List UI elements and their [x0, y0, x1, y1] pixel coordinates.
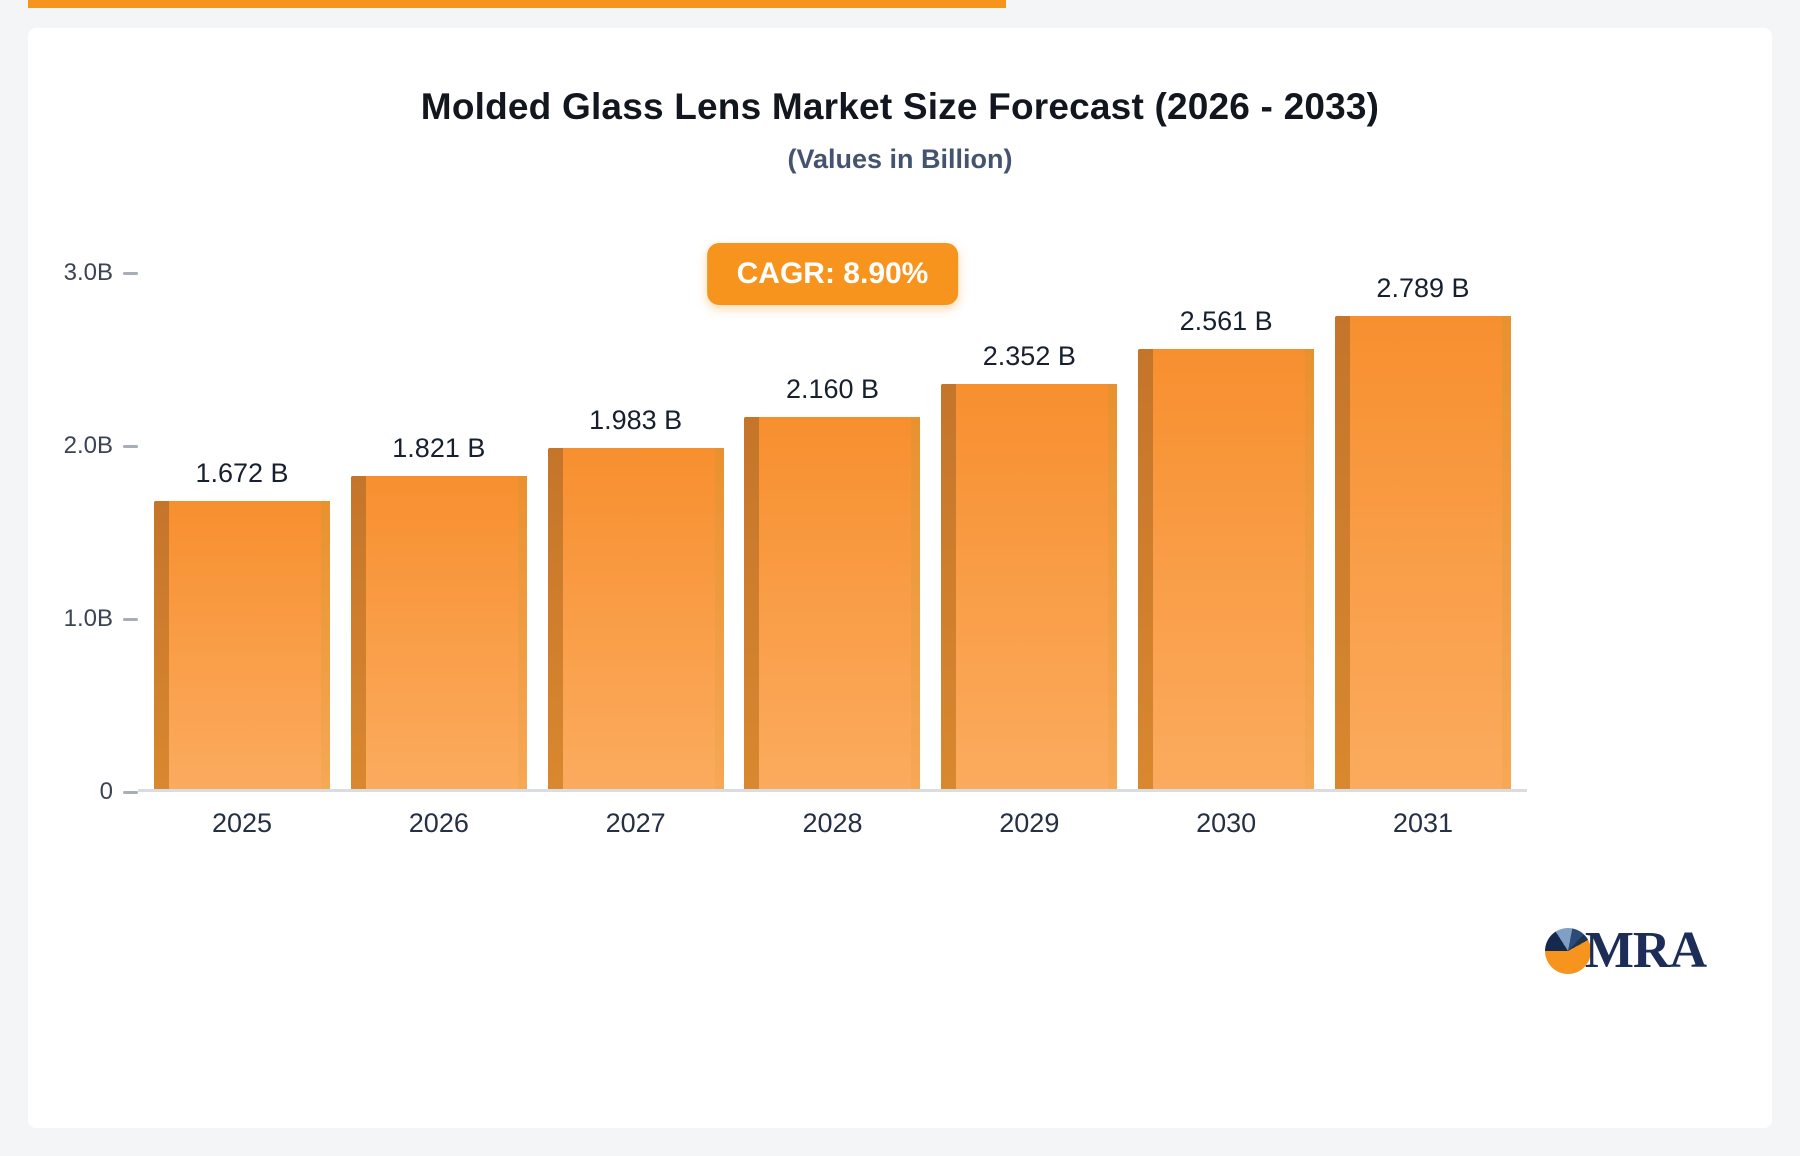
y-tick-label: 3.0B: [63, 259, 113, 286]
bar: [154, 501, 330, 789]
x-axis-labels: 2025 2026 2027 2028 2029 2030 2031: [138, 808, 1527, 844]
bar-column: 1.983 B: [547, 273, 724, 790]
x-axis-label: 2025: [211, 808, 273, 838]
bar-column: 2.561 B: [1138, 273, 1315, 790]
y-tick: 1.0B: [64, 605, 138, 633]
bar: [1138, 348, 1315, 790]
bar-column: 2.789 B: [1334, 273, 1511, 789]
bar-value-label: 1.983 B: [589, 404, 683, 435]
bar-value-label: 1.672 B: [195, 458, 289, 489]
y-tick-label: 0: [99, 778, 113, 805]
x-axis-label: 2029: [999, 808, 1060, 838]
bar: [1334, 316, 1511, 789]
chart-title: Molded Glass Lens Market Size Forecast (…: [420, 86, 1380, 127]
chart-area: 0 1.0B 2.0B 3.0B CAGR: 8.90% 1.672 B 1.821 B…: [58, 243, 1527, 844]
y-tick-mark: [123, 790, 138, 794]
x-axis-label: 2030: [1196, 808, 1257, 838]
y-tick-label: 2.0B: [63, 432, 113, 459]
y-tick: 3.0B: [64, 259, 138, 287]
y-axis: 0 1.0B 2.0B 3.0B: [58, 259, 138, 805]
bar-value-label: 2.160 B: [785, 374, 880, 405]
bar-value-label: 2.561 B: [1179, 305, 1273, 336]
mra-logo-text: MRA: [1584, 922, 1707, 979]
y-tick-mark: [123, 444, 138, 448]
y-tick: 2.0B: [64, 432, 138, 460]
bar-column: 2.352 B: [941, 273, 1118, 789]
y-tick: 0: [100, 778, 138, 806]
mra-logo: MRA: [1544, 921, 1707, 980]
top-accent-bar: [28, 0, 1006, 8]
bars-row: 1.672 B 1.821 B 1.983 B 2.160 B 2.352 B 2.561…: [138, 273, 1527, 790]
bar-value-label: 2.789 B: [1376, 273, 1470, 303]
bar-column: 2.160 B: [744, 273, 921, 789]
bar: [547, 447, 724, 790]
y-tick-mark: [123, 271, 138, 275]
x-axis-label: 2026: [408, 808, 469, 838]
bar-value-label: 1.821 B: [392, 432, 486, 463]
bar-column: 1.821 B: [350, 273, 527, 790]
bar: [744, 417, 921, 789]
plot-area: CAGR: 8.90% 1.672 B 1.821 B 1.983 B 2.160 B…: [138, 243, 1527, 792]
y-tick-label: 1.0B: [63, 605, 113, 632]
chart-header: Molded Glass Lens Market Size Forecast (…: [28, 28, 1772, 175]
bar-value-label: 2.352 B: [982, 341, 1076, 372]
cagr-badge: CAGR: 8.90%: [706, 243, 959, 305]
x-axis-label: 2028: [802, 808, 863, 838]
y-tick-mark: [123, 617, 138, 621]
chart-subtitle: (Values in Billion): [787, 144, 1013, 174]
bar: [941, 384, 1118, 789]
bar-column: 1.672 B: [154, 273, 330, 789]
x-axis-label: 2027: [605, 808, 666, 838]
bar: [350, 475, 527, 790]
chart-card: Molded Glass Lens Market Size Forecast (…: [28, 28, 1772, 1128]
x-axis-label: 2031: [1392, 808, 1453, 838]
mra-logo-icon: [1544, 927, 1591, 974]
